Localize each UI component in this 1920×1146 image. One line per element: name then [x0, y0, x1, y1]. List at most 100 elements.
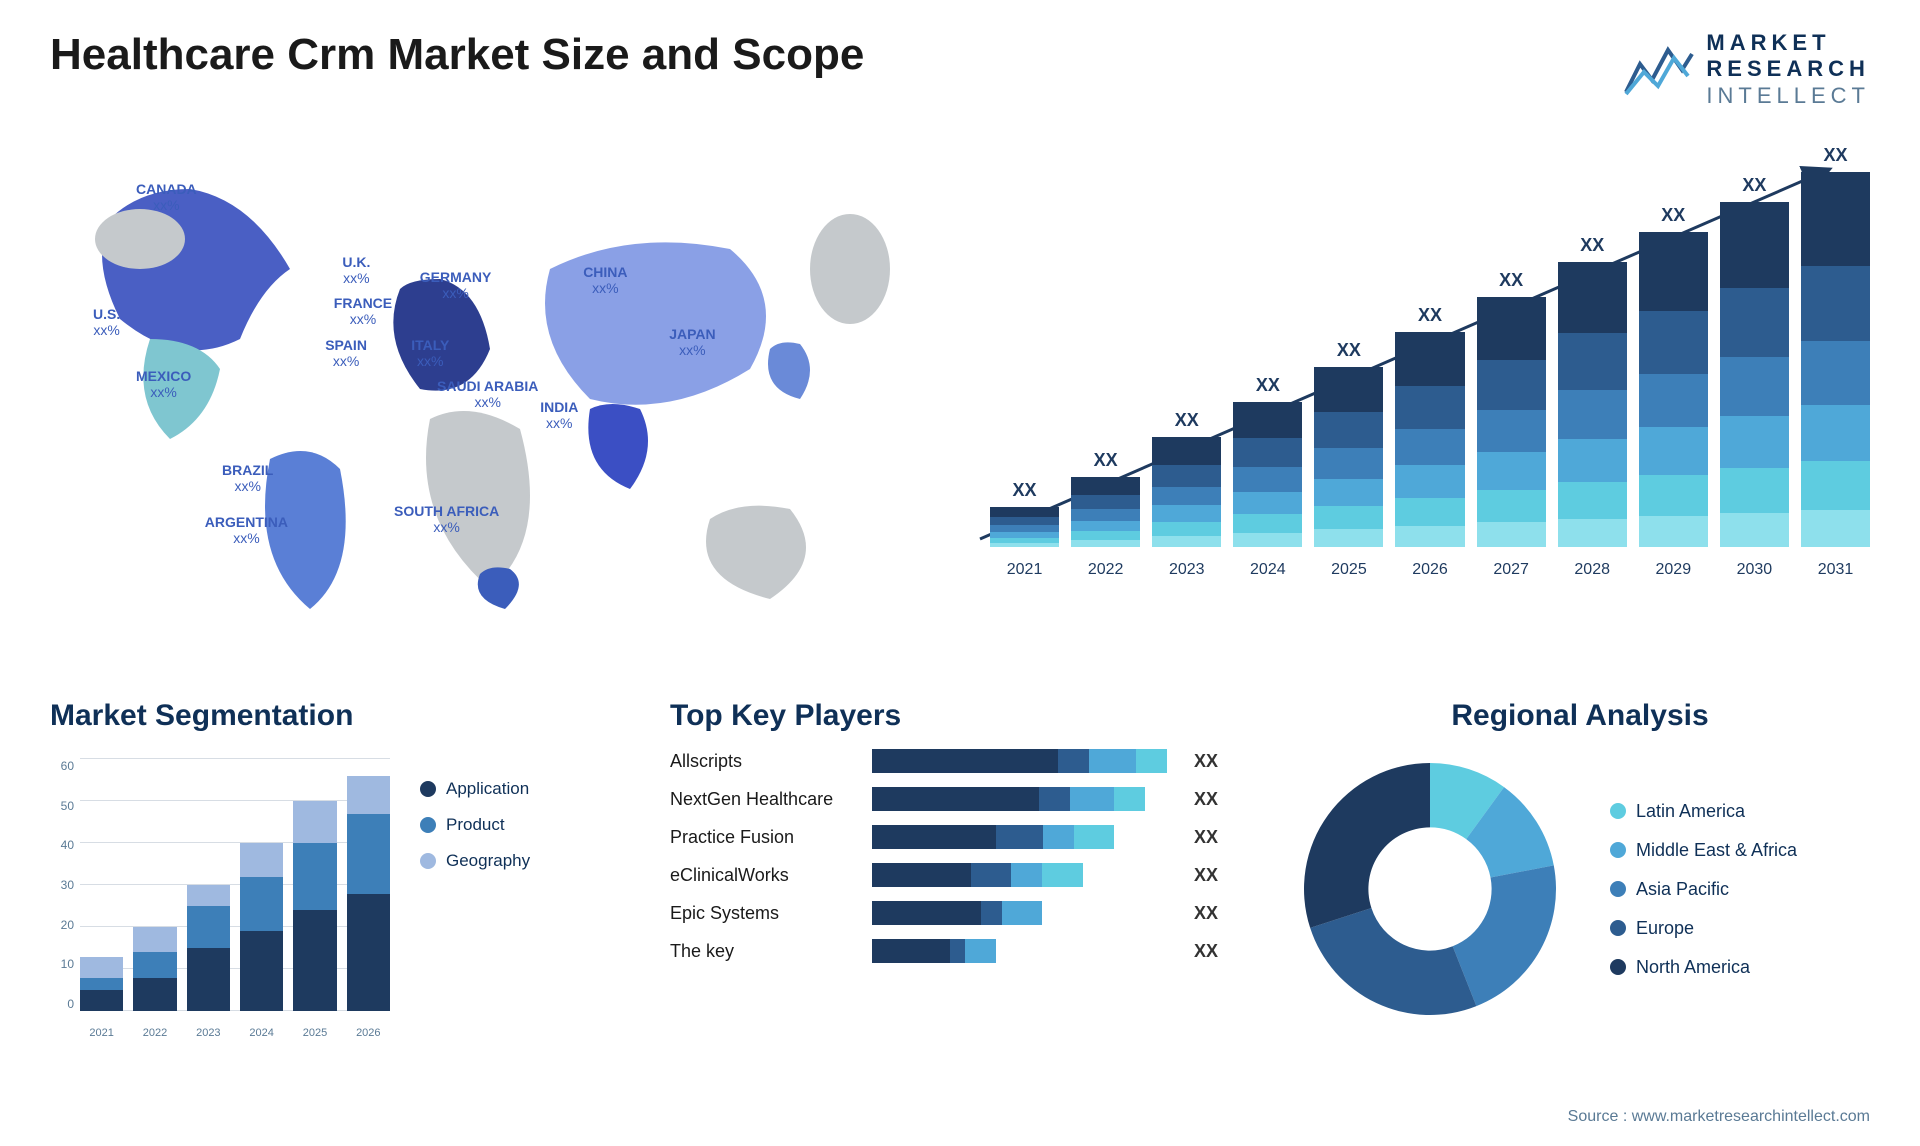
seg-year-label: 2022 — [133, 1027, 176, 1039]
growth-year-label: 2021 — [1007, 561, 1043, 579]
growth-bar: XX 2030 — [1720, 175, 1789, 579]
legend-item: Asia Pacific — [1610, 879, 1797, 900]
key-player-bar — [872, 939, 1182, 963]
map-label: MEXICOxx% — [136, 368, 191, 400]
growth-value-label: XX — [1580, 235, 1604, 256]
key-player-value: XX — [1194, 751, 1218, 772]
seg-ytick: 20 — [50, 918, 74, 932]
seg-ytick: 0 — [50, 997, 74, 1011]
seg-ytick: 10 — [50, 957, 74, 971]
regional-legend: Latin AmericaMiddle East & AfricaAsia Pa… — [1610, 801, 1797, 978]
map-label: SOUTH AFRICAxx% — [394, 503, 499, 535]
map-label: CANADAxx% — [136, 181, 197, 213]
growth-value-label: XX — [1256, 375, 1280, 396]
map-label: U.S.xx% — [93, 306, 120, 338]
growth-year-label: 2029 — [1656, 561, 1692, 579]
seg-year-label: 2024 — [240, 1027, 283, 1039]
logo-line1: MARKET — [1706, 30, 1870, 56]
growth-bar: XX 2026 — [1395, 305, 1464, 579]
growth-year-label: 2027 — [1493, 561, 1529, 579]
growth-year-label: 2031 — [1818, 561, 1854, 579]
growth-bar: XX 2024 — [1233, 375, 1302, 579]
seg-year-label: 2023 — [187, 1027, 230, 1039]
segmentation-panel: Market Segmentation 6050403020100 202120… — [50, 699, 630, 1039]
segmentation-title: Market Segmentation — [50, 699, 630, 733]
segmentation-chart: 6050403020100 202120222023202420252026 — [50, 749, 390, 1039]
growth-value-label: XX — [1499, 270, 1523, 291]
legend-item: Middle East & Africa — [1610, 840, 1797, 861]
logo-icon — [1624, 42, 1694, 97]
regional-panel: Regional Analysis Latin AmericaMiddle Ea… — [1290, 699, 1870, 1039]
legend-item: North America — [1610, 957, 1797, 978]
growth-bar: XX2025 — [1314, 340, 1383, 579]
growth-bar: XX 2031 — [1801, 145, 1870, 579]
key-player-name: Epic Systems — [670, 903, 860, 924]
key-player-name: Practice Fusion — [670, 827, 860, 848]
seg-bar — [80, 957, 123, 1012]
key-player-name: Allscripts — [670, 751, 860, 772]
growth-value-label: XX — [1418, 305, 1442, 326]
key-player-bar — [872, 825, 1182, 849]
key-player-row: eClinicalWorks XX — [670, 863, 1250, 887]
growth-bar: XX 2027 — [1477, 270, 1546, 579]
growth-value-label: XX — [1337, 340, 1361, 361]
growth-bar: XX 2022 — [1071, 450, 1140, 579]
seg-year-label: 2026 — [347, 1027, 390, 1039]
map-label: SPAINxx% — [325, 337, 367, 369]
key-player-name: The key — [670, 941, 860, 962]
key-players-panel: Top Key Players AllscriptsXXNextGen Heal… — [670, 699, 1250, 1039]
seg-bar — [293, 801, 336, 1011]
key-player-name: NextGen Healthcare — [670, 789, 860, 810]
brand-logo: MARKET RESEARCH INTELLECT — [1624, 30, 1870, 109]
growth-year-label: 2022 — [1088, 561, 1124, 579]
key-player-row: Epic SystemsXX — [670, 901, 1250, 925]
donut-slice — [1453, 866, 1556, 1007]
key-player-row: The keyXX — [670, 939, 1250, 963]
legend-item: Geography — [420, 851, 530, 871]
growth-value-label: XX — [1742, 175, 1766, 196]
legend-item: Europe — [1610, 918, 1797, 939]
key-player-row: NextGen Healthcare XX — [670, 787, 1250, 811]
regional-donut-chart — [1290, 749, 1570, 1029]
world-map-chart: CANADAxx% U.S.xx% MEXICOxx% BRAZILxx% ARGENT… — [50, 139, 910, 659]
growth-bar: XX 2021 — [990, 480, 1059, 579]
legend-item: Application — [420, 779, 530, 799]
key-players-title: Top Key Players — [670, 699, 1250, 733]
map-label: JAPANxx% — [669, 326, 715, 358]
key-player-bar — [872, 863, 1182, 887]
growth-value-label: XX — [1094, 450, 1118, 471]
growth-bar: XX2029 — [1639, 205, 1708, 579]
growth-year-label: 2030 — [1737, 561, 1773, 579]
seg-bar — [240, 843, 283, 1011]
key-player-name: eClinicalWorks — [670, 865, 860, 886]
growth-bar-chart: XX2021XX2022XX2023XX2024XX2025XX2026XX20… — [950, 139, 1870, 659]
growth-year-label: 2028 — [1574, 561, 1610, 579]
map-label: GERMANYxx% — [420, 269, 492, 301]
key-player-value: XX — [1194, 827, 1218, 848]
growth-year-label: 2023 — [1169, 561, 1205, 579]
seg-year-label: 2025 — [293, 1027, 336, 1039]
key-player-value: XX — [1194, 789, 1218, 810]
seg-year-label: 2021 — [80, 1027, 123, 1039]
growth-year-label: 2024 — [1250, 561, 1286, 579]
logo-line3: INTELLECT — [1706, 83, 1870, 109]
key-player-bar — [872, 787, 1182, 811]
map-label: U.K.xx% — [342, 254, 370, 286]
source-caption: Source : www.marketresearchintellect.com — [1568, 1108, 1870, 1126]
donut-slice — [1304, 763, 1430, 928]
map-label: CHINAxx% — [583, 264, 627, 296]
logo-line2: RESEARCH — [1706, 56, 1870, 82]
seg-ytick: 50 — [50, 799, 74, 813]
seg-ytick: 40 — [50, 838, 74, 852]
growth-bar: XX 2028 — [1558, 235, 1627, 579]
growth-value-label: XX — [1013, 480, 1037, 501]
key-player-value: XX — [1194, 865, 1218, 886]
seg-bar — [187, 885, 230, 1011]
key-player-row: Allscripts XX — [670, 749, 1250, 773]
key-player-bar — [872, 749, 1182, 773]
map-label: BRAZILxx% — [222, 462, 273, 494]
growth-year-label: 2026 — [1412, 561, 1448, 579]
growth-value-label: XX — [1823, 145, 1847, 166]
map-label: ARGENTINAxx% — [205, 514, 288, 546]
page-title: Healthcare Crm Market Size and Scope — [50, 30, 864, 80]
